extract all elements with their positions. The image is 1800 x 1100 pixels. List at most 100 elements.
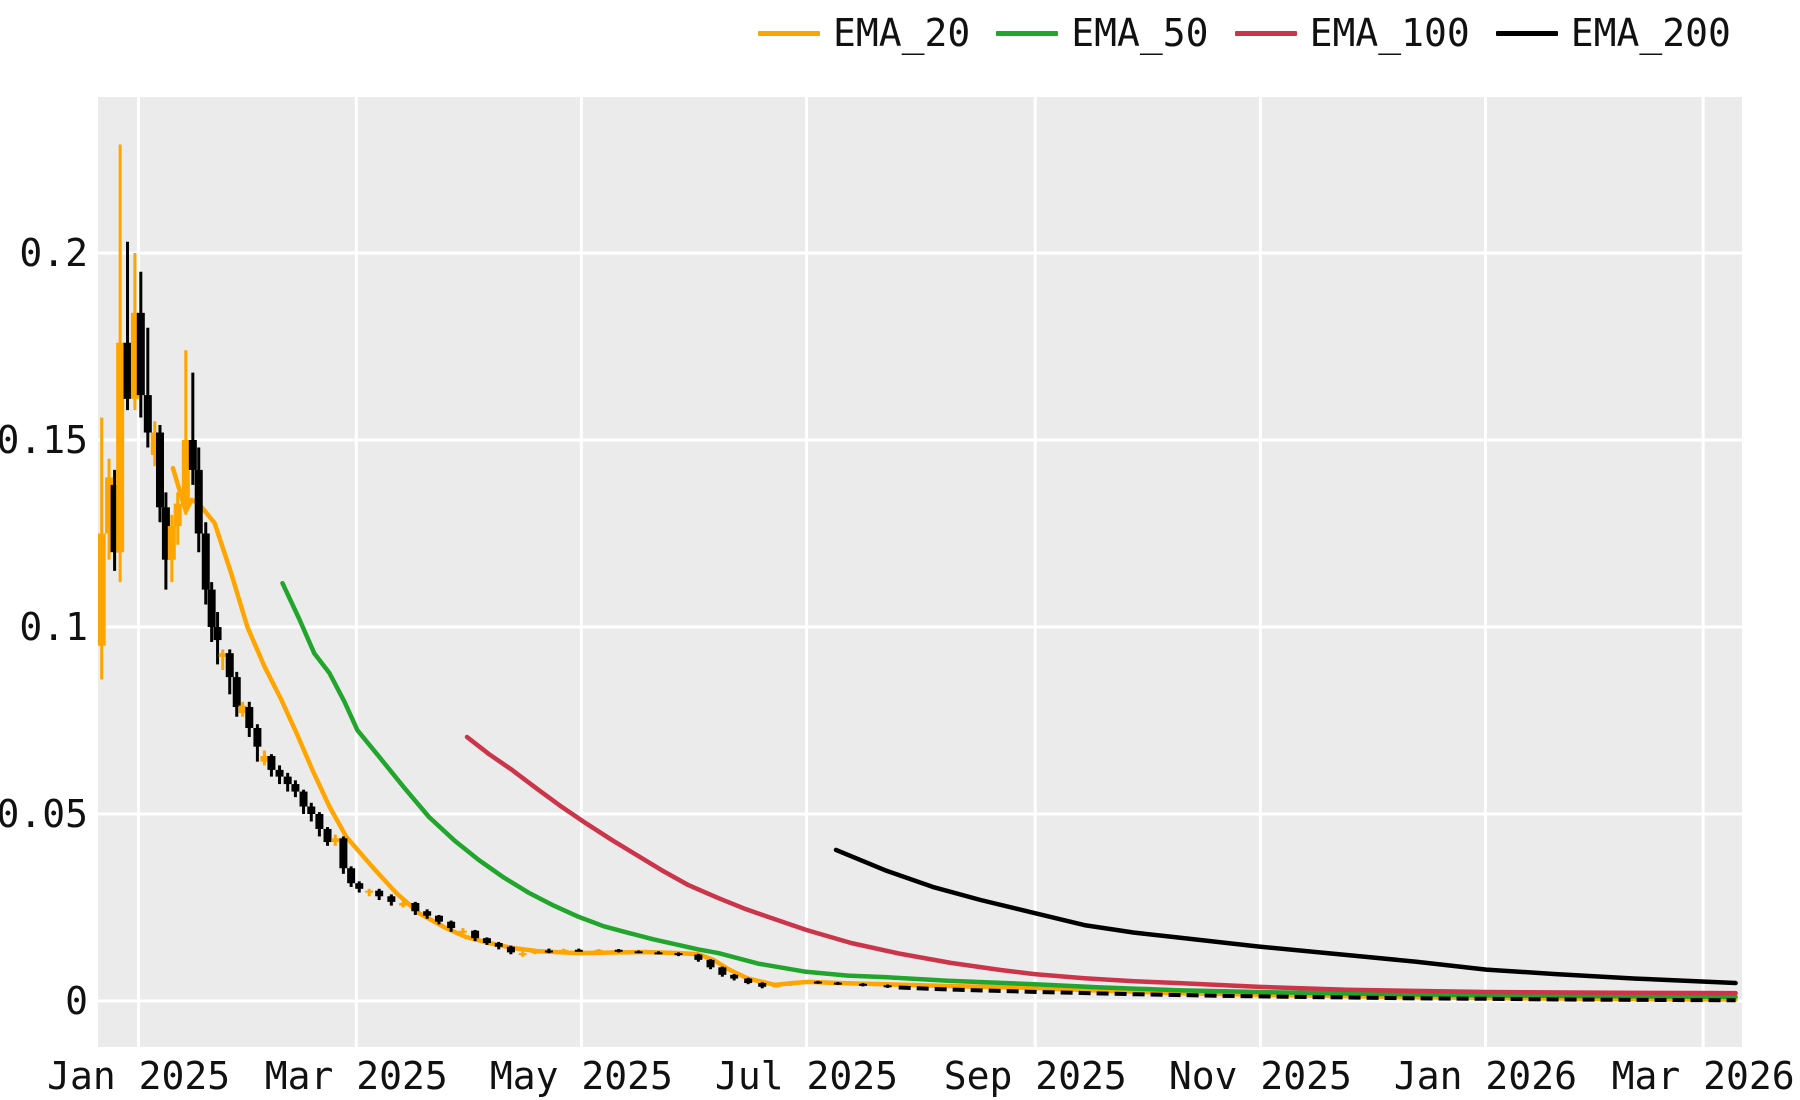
y-tick-label: 0.1 bbox=[19, 605, 88, 649]
legend-swatch-ema-200 bbox=[1495, 30, 1558, 36]
candle-body-down bbox=[574, 949, 583, 952]
candle-body-up bbox=[238, 705, 247, 714]
legend-item-ema-20: EMA_20 bbox=[758, 14, 970, 52]
candle-body-up bbox=[181, 440, 190, 504]
candle-body-down bbox=[482, 938, 491, 944]
plot-content bbox=[98, 144, 1738, 1003]
candle-body-up bbox=[260, 756, 269, 762]
legend-item-ema-50: EMA_50 bbox=[996, 11, 1209, 55]
candle-body-down bbox=[813, 981, 822, 984]
candle-body-down bbox=[299, 791, 308, 807]
price-candles bbox=[98, 144, 892, 989]
legend-label-ema-200: EMA_200 bbox=[1570, 11, 1731, 55]
candle-body-down bbox=[155, 432, 164, 508]
x-tick-label: May 2025 bbox=[490, 1054, 673, 1098]
candle-body-down bbox=[232, 677, 241, 708]
legend-label-ema-100: EMA_100 bbox=[1309, 11, 1470, 55]
candle-body-down bbox=[307, 806, 316, 814]
candle-body-down bbox=[718, 967, 727, 975]
candle-body-up bbox=[594, 949, 603, 952]
candle-body-down bbox=[694, 954, 703, 960]
candle-body-down bbox=[730, 974, 739, 979]
y-axis-tick-labels: 0 0.05 0.1 0.15 0.2 bbox=[0, 231, 88, 1023]
candle-body-down bbox=[315, 814, 324, 829]
candle-body-up bbox=[399, 903, 408, 906]
y-tick-label: 0.05 bbox=[0, 792, 88, 836]
candle-body-down bbox=[201, 533, 210, 590]
candle-body-down bbox=[188, 440, 197, 470]
candle-body-down bbox=[123, 342, 132, 399]
candle-body-down bbox=[674, 953, 683, 956]
candle-body-up bbox=[772, 985, 781, 988]
candle-body-down bbox=[136, 312, 145, 396]
x-tick-label: Nov 2025 bbox=[1169, 1054, 1352, 1098]
candle-body-down bbox=[744, 978, 753, 984]
candle-body-up bbox=[559, 949, 568, 952]
legend-swatch-ema-20 bbox=[758, 30, 820, 36]
candle-body-down bbox=[434, 915, 443, 922]
candle-body-down bbox=[858, 983, 867, 986]
candle-body-down bbox=[143, 395, 152, 433]
candle-body-down bbox=[339, 838, 348, 869]
legend-label-ema-50: EMA_50 bbox=[1071, 11, 1209, 55]
candle-body-down bbox=[544, 950, 553, 953]
x-tick-label: Mar 2026 bbox=[1612, 1054, 1795, 1098]
legend-swatch-ema-100 bbox=[1234, 30, 1297, 36]
candle-body-down bbox=[375, 890, 384, 897]
candle-body-up bbox=[130, 312, 139, 399]
candle-body-down bbox=[447, 921, 456, 929]
legend-item-ema-200: EMA_200 bbox=[1495, 11, 1731, 55]
candle-body-down bbox=[207, 589, 216, 627]
candle-body-down bbox=[355, 883, 364, 889]
candle-body-down bbox=[634, 951, 643, 954]
x-axis-tick-labels: Jan 2025 Mar 2025 May 2025 Jul 2025 Sep 2025… bbox=[47, 1054, 1795, 1098]
candle-body-down bbox=[110, 484, 119, 553]
candle-body-down bbox=[225, 653, 234, 678]
x-tick-label: Jul 2025 bbox=[715, 1054, 898, 1098]
candle-body-up bbox=[331, 838, 340, 843]
candle-body-up bbox=[365, 890, 374, 893]
ema-50-line bbox=[280, 580, 1738, 1000]
chart-legend: EMA_20 EMA_50 EMA_100 EMA_200 bbox=[758, 14, 1731, 52]
y-tick-label: 0 bbox=[65, 979, 88, 1023]
candle-body-up bbox=[800, 981, 809, 984]
candle-body-up bbox=[167, 526, 176, 560]
price-tail-line bbox=[898, 985, 1736, 1003]
candle-body-down bbox=[706, 959, 715, 968]
ema-200-line bbox=[833, 847, 1738, 986]
x-tick-label: Mar 2025 bbox=[265, 1054, 448, 1098]
candle-body-down bbox=[194, 469, 203, 534]
legend-label-ema-20: EMA_20 bbox=[833, 11, 971, 55]
candle-body-down bbox=[654, 952, 663, 955]
candle-body-up bbox=[518, 953, 527, 956]
gridlines bbox=[98, 97, 1742, 1047]
ema-100-line bbox=[464, 734, 1738, 996]
candle-body-down bbox=[411, 903, 420, 912]
candle-body-up bbox=[116, 342, 125, 553]
candle-body-up bbox=[458, 930, 467, 933]
candle-body-up bbox=[218, 653, 227, 657]
candle-body-down bbox=[253, 727, 262, 747]
candle-body-down bbox=[614, 949, 623, 952]
plot-area bbox=[98, 97, 1742, 1047]
candle-body-down bbox=[494, 943, 503, 947]
candle-body-up bbox=[173, 503, 182, 527]
candle-body-up bbox=[150, 432, 159, 455]
x-tick-label: Jan 2026 bbox=[1394, 1054, 1577, 1098]
candle-body-up bbox=[105, 477, 114, 534]
y-tick-label: 0.15 bbox=[0, 418, 88, 462]
candle-body-down bbox=[267, 756, 276, 770]
candle-body-down bbox=[471, 930, 480, 939]
candle-body-down bbox=[883, 985, 892, 988]
candle-body-up bbox=[98, 533, 106, 646]
candle-body-down bbox=[283, 776, 292, 785]
candle-body-down bbox=[758, 983, 767, 987]
x-tick-label: Jan 2025 bbox=[47, 1054, 230, 1098]
candle-body-down bbox=[275, 769, 284, 777]
candle-body-down bbox=[291, 784, 300, 792]
candle-body-down bbox=[323, 828, 332, 843]
candle-body-down bbox=[423, 911, 432, 916]
legend-item-ema-100: EMA_100 bbox=[1234, 11, 1470, 55]
